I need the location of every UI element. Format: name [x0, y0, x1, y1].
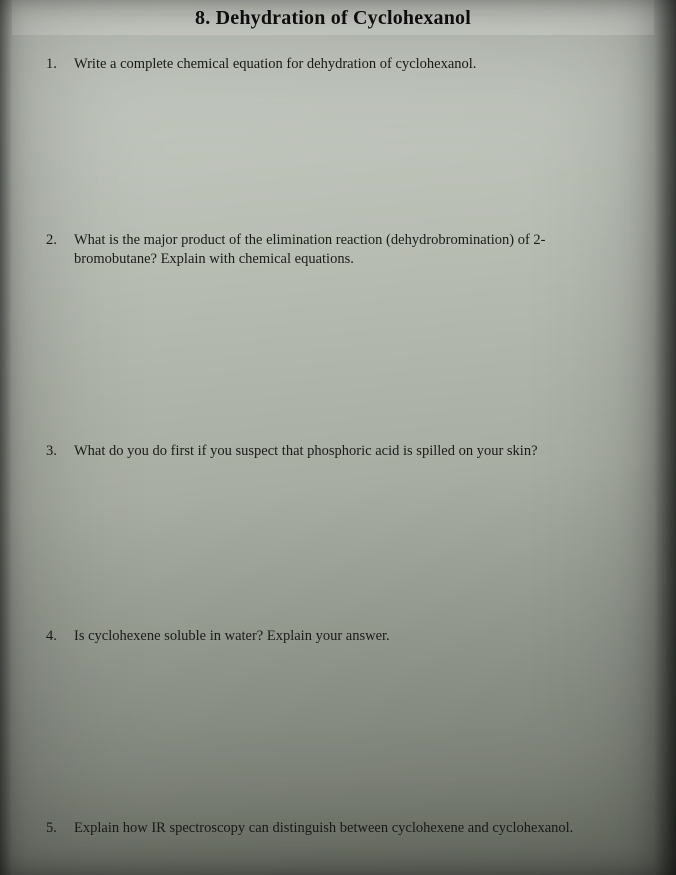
question-number: 5. — [46, 819, 57, 839]
photo-right-shadow — [654, 0, 676, 875]
question-text: What is the major product of the elimina… — [74, 232, 546, 268]
question-item: 4. Is cyclohexene soluble in water? Expl… — [46, 627, 620, 647]
worksheet-page: 8. Dehydration of Cyclohexanol 1. Write … — [12, 0, 654, 875]
question-item: 1. Write a complete chemical equation fo… — [46, 55, 620, 75]
question-text: Write a complete chemical equation for d… — [74, 56, 476, 72]
question-text: Is cyclohexene soluble in water? Explain… — [74, 628, 390, 644]
question-number: 2. — [46, 231, 57, 251]
question-list: 1. Write a complete chemical equation fo… — [12, 55, 654, 838]
question-number: 1. — [46, 55, 57, 75]
question-text: Explain how IR spectroscopy can distingu… — [74, 820, 573, 836]
question-text: What do you do first if you suspect that… — [74, 443, 538, 459]
question-item: 5. Explain how IR spectroscopy can disti… — [46, 819, 620, 839]
question-number: 4. — [46, 627, 57, 647]
question-item: 2. What is the major product of the elim… — [46, 231, 620, 270]
question-number: 3. — [46, 442, 57, 462]
photo-left-edge — [0, 0, 12, 875]
title-band: 8. Dehydration of Cyclohexanol — [12, 0, 654, 35]
question-item: 3. What do you do first if you suspect t… — [46, 442, 620, 462]
page-title: 8. Dehydration of Cyclohexanol — [12, 7, 654, 30]
